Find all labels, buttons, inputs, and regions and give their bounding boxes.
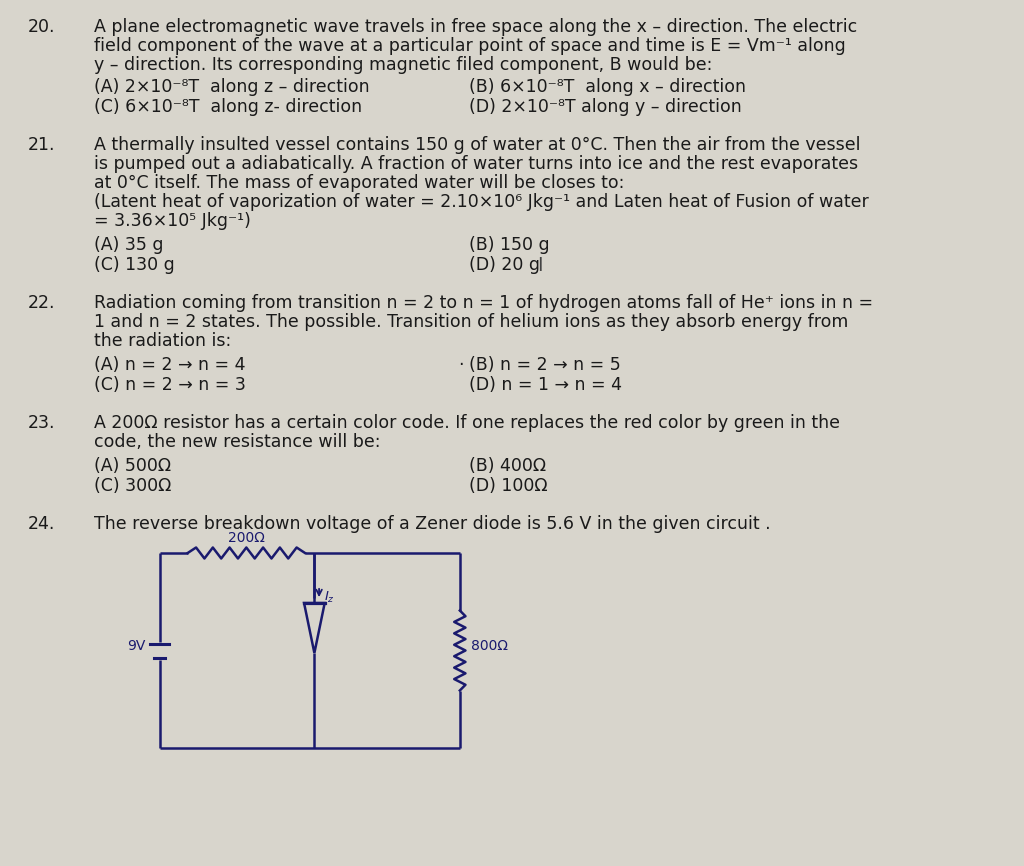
Text: A 200Ω resistor has a certain color code. If one replaces the red color by green: A 200Ω resistor has a certain color code… — [94, 414, 840, 432]
Text: (C) n = 2 → n = 3: (C) n = 2 → n = 3 — [94, 376, 246, 394]
Text: ·: · — [458, 356, 464, 374]
Text: (D) n = 1 → n = 4: (D) n = 1 → n = 4 — [469, 376, 623, 394]
Text: A plane electromagnetic wave travels in free space along the x – direction. The : A plane electromagnetic wave travels in … — [94, 18, 857, 36]
Text: 21.: 21. — [28, 136, 55, 154]
Text: = 3.36×10⁵ Jkg⁻¹): = 3.36×10⁵ Jkg⁻¹) — [94, 212, 251, 230]
Text: (B) 400Ω: (B) 400Ω — [469, 457, 547, 475]
Text: (B) n = 2 → n = 5: (B) n = 2 → n = 5 — [469, 356, 621, 374]
Text: (A) n = 2 → n = 4: (A) n = 2 → n = 4 — [94, 356, 246, 374]
Text: (D) 20 g: (D) 20 g — [469, 256, 541, 274]
Text: (A) 35 g: (A) 35 g — [94, 236, 164, 254]
Text: Radiation coming from transition n = 2 to n = 1 of hydrogen atoms fall of He⁺ io: Radiation coming from transition n = 2 t… — [94, 294, 873, 312]
Text: (A) 500Ω: (A) 500Ω — [94, 457, 171, 475]
Text: The reverse breakdown voltage of a Zener diode is 5.6 V in the given circuit .: The reverse breakdown voltage of a Zener… — [94, 515, 770, 533]
Text: (B) 6×10⁻⁸T  along x – direction: (B) 6×10⁻⁸T along x – direction — [469, 78, 746, 96]
Text: 9V: 9V — [127, 639, 145, 654]
Text: (B) 150 g: (B) 150 g — [469, 236, 550, 254]
Text: (Latent heat of vaporization of water = 2.10×10⁶ Jkg⁻¹ and Laten heat of Fusion : (Latent heat of vaporization of water = … — [94, 193, 868, 211]
Text: at 0°C itself. The mass of evaporated water will be closes to:: at 0°C itself. The mass of evaporated wa… — [94, 174, 625, 192]
Text: code, the new resistance will be:: code, the new resistance will be: — [94, 433, 380, 451]
Text: 24.: 24. — [28, 515, 55, 533]
Text: 1 and n = 2 states. The possible. Transition of helium ions as they absorb energ: 1 and n = 2 states. The possible. Transi… — [94, 313, 848, 331]
Text: A thermally insulted vessel contains 150 g of water at 0°C. Then the air from th: A thermally insulted vessel contains 150… — [94, 136, 860, 154]
Text: 800Ω: 800Ω — [471, 639, 508, 654]
Text: y – direction. Its corresponding magnetic filed component, B would be:: y – direction. Its corresponding magneti… — [94, 56, 713, 74]
Text: (D) 100Ω: (D) 100Ω — [469, 477, 548, 495]
Text: $I_z$: $I_z$ — [324, 590, 335, 605]
Text: field component of the wave at a particular point of space and time is E = Vm⁻¹ : field component of the wave at a particu… — [94, 37, 846, 55]
Text: (D) 2×10⁻⁸T along y – direction: (D) 2×10⁻⁸T along y – direction — [469, 98, 742, 116]
Text: I: I — [537, 256, 543, 275]
Text: (C) 300Ω: (C) 300Ω — [94, 477, 171, 495]
Text: 23.: 23. — [28, 414, 55, 432]
Text: the radiation is:: the radiation is: — [94, 332, 231, 350]
Text: (C) 130 g: (C) 130 g — [94, 256, 175, 274]
Text: (C) 6×10⁻⁸T  along z- direction: (C) 6×10⁻⁸T along z- direction — [94, 98, 361, 116]
Text: 200Ω: 200Ω — [228, 531, 265, 545]
Text: is pumped out a adiabatically. A fraction of water turns into ice and the rest e: is pumped out a adiabatically. A fractio… — [94, 155, 858, 173]
Text: 22.: 22. — [28, 294, 55, 312]
Text: 20.: 20. — [28, 18, 55, 36]
Text: (A) 2×10⁻⁸T  along z – direction: (A) 2×10⁻⁸T along z – direction — [94, 78, 370, 96]
